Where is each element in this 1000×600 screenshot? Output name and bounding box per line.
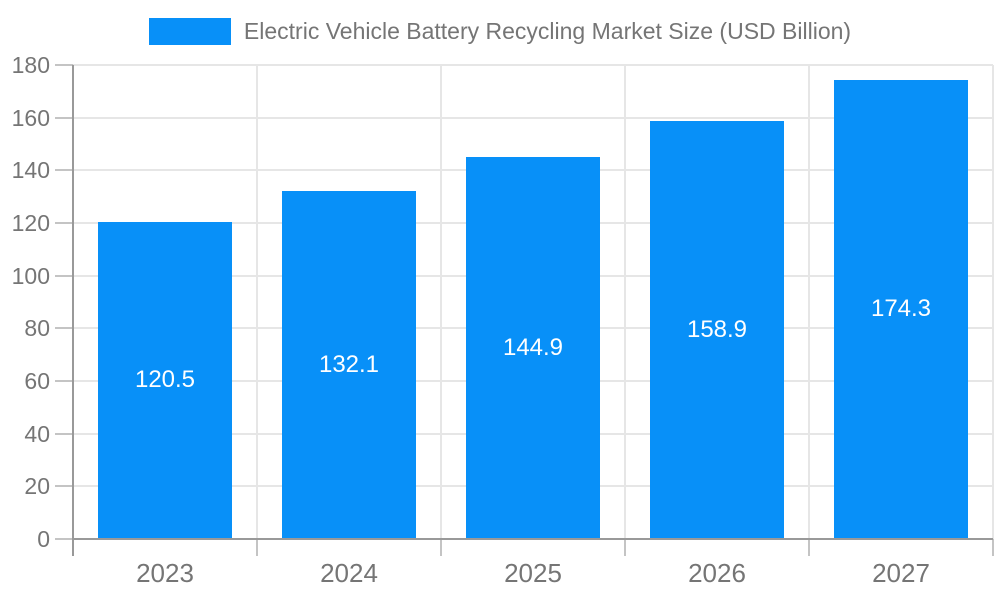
- x-gridline: [992, 65, 994, 539]
- y-axis-tick: [55, 169, 73, 171]
- y-axis-tick: [55, 538, 73, 540]
- x-gridline: [440, 65, 442, 539]
- y-axis-tick: [55, 380, 73, 382]
- bar-2023: 120.5: [98, 222, 232, 538]
- legend-label: Electric Vehicle Battery Recycling Marke…: [243, 17, 852, 44]
- x-axis-tick: [992, 539, 994, 556]
- y-gridline: [73, 117, 993, 119]
- x-axis-tick: [256, 539, 258, 556]
- y-axis-tick-label: 140: [11, 157, 50, 183]
- x-axis-category-label: 2026: [688, 558, 746, 588]
- y-axis-tick: [55, 433, 73, 435]
- bar-value-label: 132.1: [318, 350, 380, 378]
- y-axis-tick-label: 180: [11, 52, 50, 78]
- legend-swatch: [148, 17, 231, 45]
- bar-2025: 144.9: [466, 157, 600, 538]
- y-axis-tick-label: 0: [37, 526, 50, 552]
- x-axis-tick: [808, 539, 810, 556]
- bar-value-label: 120.5: [134, 366, 196, 393]
- y-axis-tick-label: 120: [11, 210, 50, 236]
- x-axis-tick: [624, 539, 626, 556]
- x-axis-category-label: 2025: [504, 558, 562, 588]
- bar-value-label: 158.9: [686, 315, 748, 343]
- y-axis-tick-label: 80: [24, 315, 50, 341]
- bar-2024: 132.1: [282, 191, 416, 538]
- x-axis-category-label: 2027: [872, 558, 930, 588]
- y-axis-tick-label: 100: [11, 263, 50, 289]
- y-axis-tick-label: 160: [11, 105, 50, 131]
- bar-2027: 174.3: [834, 80, 968, 538]
- y-axis-tick: [55, 275, 73, 277]
- y-axis-tick: [55, 327, 73, 329]
- chart-legend: Electric Vehicle Battery Recycling Marke…: [0, 16, 1000, 46]
- x-gridline: [624, 65, 626, 539]
- bar-2026: 158.9: [650, 121, 784, 538]
- y-gridline: [73, 64, 993, 66]
- y-axis-tick: [55, 222, 73, 224]
- x-axis-tick: [440, 539, 442, 556]
- x-axis-category-label: 2024: [320, 558, 378, 588]
- y-axis-tick-label: 40: [24, 421, 50, 447]
- y-axis-tick-label: 20: [24, 473, 50, 499]
- y-axis-tick: [55, 64, 73, 66]
- x-axis-line: [73, 538, 993, 540]
- y-axis-tick: [55, 117, 73, 119]
- bar-value-label: 144.9: [502, 333, 564, 361]
- x-gridline: [256, 65, 258, 539]
- x-gridline: [808, 65, 810, 539]
- bar-value-label: 174.3: [870, 295, 932, 322]
- x-axis-category-label: 2023: [136, 558, 194, 588]
- y-axis-tick-label: 60: [24, 368, 50, 394]
- y-axis-tick: [55, 485, 73, 487]
- y-axis-line: [72, 65, 74, 556]
